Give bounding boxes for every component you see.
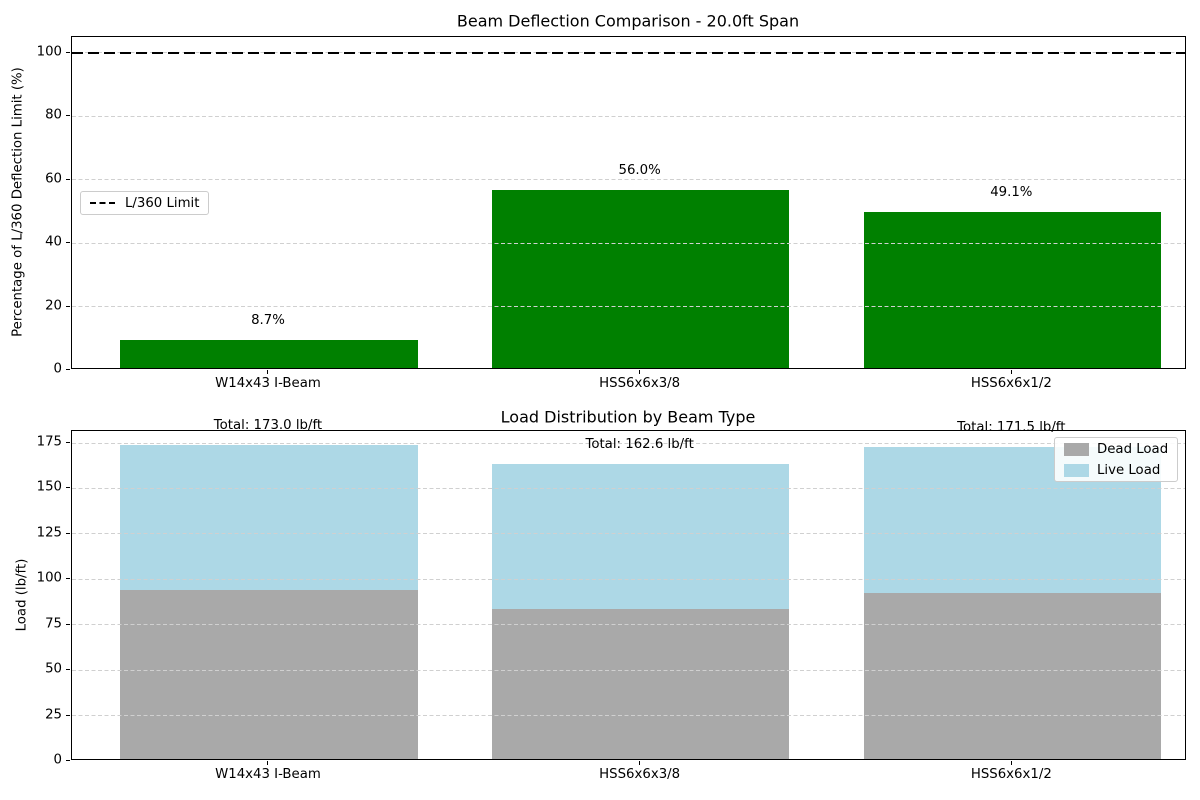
legend: L/360 Limit [80, 191, 210, 215]
y-tick-mark [66, 178, 70, 180]
category-label: HSS6x6x3/8 [599, 376, 681, 391]
deflection-chart-title: Beam Deflection Comparison - 20.0ft Span [456, 11, 800, 31]
dashed-line-swatch [90, 202, 117, 204]
bar-value-label: 56.0% [618, 163, 661, 179]
y-tick-mark [66, 369, 70, 370]
gridline [72, 669, 1185, 671]
deflection-bar [120, 340, 418, 368]
y-tick-mark [66, 487, 70, 489]
y-tick-label: 175 [36, 434, 62, 450]
total-label: Total: 162.6 lb/ft [585, 436, 694, 452]
x-tick-mark [639, 370, 641, 374]
bar-value-label: 49.1% [990, 185, 1033, 201]
legend-item: L/360 Limit [90, 195, 199, 211]
x-tick-mark [1010, 370, 1012, 374]
y-tick-label: 100 [36, 44, 62, 60]
y-tick-mark [66, 669, 70, 671]
x-tick-mark [267, 370, 269, 374]
y-tick-mark [66, 623, 70, 625]
gridline [72, 115, 1185, 117]
y-tick-label: 40 [45, 234, 62, 250]
category-label: HSS6x6x3/8 [599, 767, 681, 782]
y-tick-label: 0 [53, 361, 62, 377]
legend-label: L/360 Limit [125, 195, 200, 211]
y-tick-label: 0 [53, 752, 62, 768]
y-tick-label: 50 [45, 661, 62, 677]
load-axes [71, 430, 1186, 760]
category-label: HSS6x6x1/2 [970, 376, 1052, 391]
y-tick-mark [66, 714, 70, 716]
gridline [72, 715, 1185, 717]
y-tick-label: 80 [45, 107, 62, 123]
total-label: Total: 173.0 lb/ft [213, 417, 323, 433]
category-label: W14x43 I-Beam [215, 767, 321, 782]
load-chart-title: Load Distribution by Beam Type [500, 407, 756, 427]
deflection-axes [71, 36, 1186, 369]
y-tick-mark [66, 578, 70, 580]
live-load-bar-segment [491, 463, 790, 609]
x-tick-mark [639, 761, 641, 765]
dead-load-bar-segment [491, 608, 790, 759]
y-tick-mark [66, 442, 70, 444]
legend-color-swatch [1064, 442, 1089, 456]
y-tick-mark [66, 305, 70, 307]
category-label: W14x43 I-Beam [215, 376, 321, 391]
legend-color-swatch [1064, 463, 1089, 477]
load-y-axis-label: Load (lb/ft) [14, 558, 30, 632]
y-tick-label: 75 [45, 616, 62, 632]
gridline [72, 442, 1185, 444]
gridline [72, 306, 1185, 308]
legend-item: Live Load [1064, 462, 1168, 478]
y-tick-label: 125 [36, 525, 62, 541]
y-tick-mark [66, 115, 70, 117]
x-tick-mark [1010, 761, 1012, 765]
gridline [72, 624, 1185, 626]
y-tick-label: 20 [45, 298, 62, 314]
y-tick-label: 60 [45, 171, 62, 187]
y-tick-label: 100 [36, 570, 62, 586]
live-load-bar-segment [120, 444, 418, 591]
y-tick-mark [66, 760, 70, 761]
category-label: HSS6x6x1/2 [970, 767, 1052, 782]
gridline [72, 242, 1185, 244]
dead-load-bar-segment [863, 592, 1161, 759]
gridline [72, 487, 1185, 489]
legend-label: Dead Load [1097, 441, 1169, 457]
legend-item: Dead Load [1064, 441, 1168, 457]
legend-label: Live Load [1097, 462, 1161, 478]
gridline [72, 179, 1185, 181]
y-tick-label: 25 [45, 707, 62, 723]
bar-value-label: 8.7% [251, 313, 285, 329]
dead-load-bar-segment [120, 590, 418, 759]
y-tick-mark [66, 532, 70, 534]
gridline [72, 533, 1185, 535]
y-tick-mark [66, 51, 70, 53]
limit-line [72, 51, 1185, 54]
x-tick-mark [267, 761, 269, 765]
total-label: Total: 171.5 lb/ft [957, 420, 1066, 436]
legend: Dead Load Live Load [1054, 437, 1179, 482]
y-tick-mark [66, 242, 70, 244]
deflection-bar [863, 212, 1161, 368]
y-tick-label: 150 [36, 479, 62, 495]
gridline [72, 578, 1185, 580]
deflection-bar [491, 190, 790, 368]
